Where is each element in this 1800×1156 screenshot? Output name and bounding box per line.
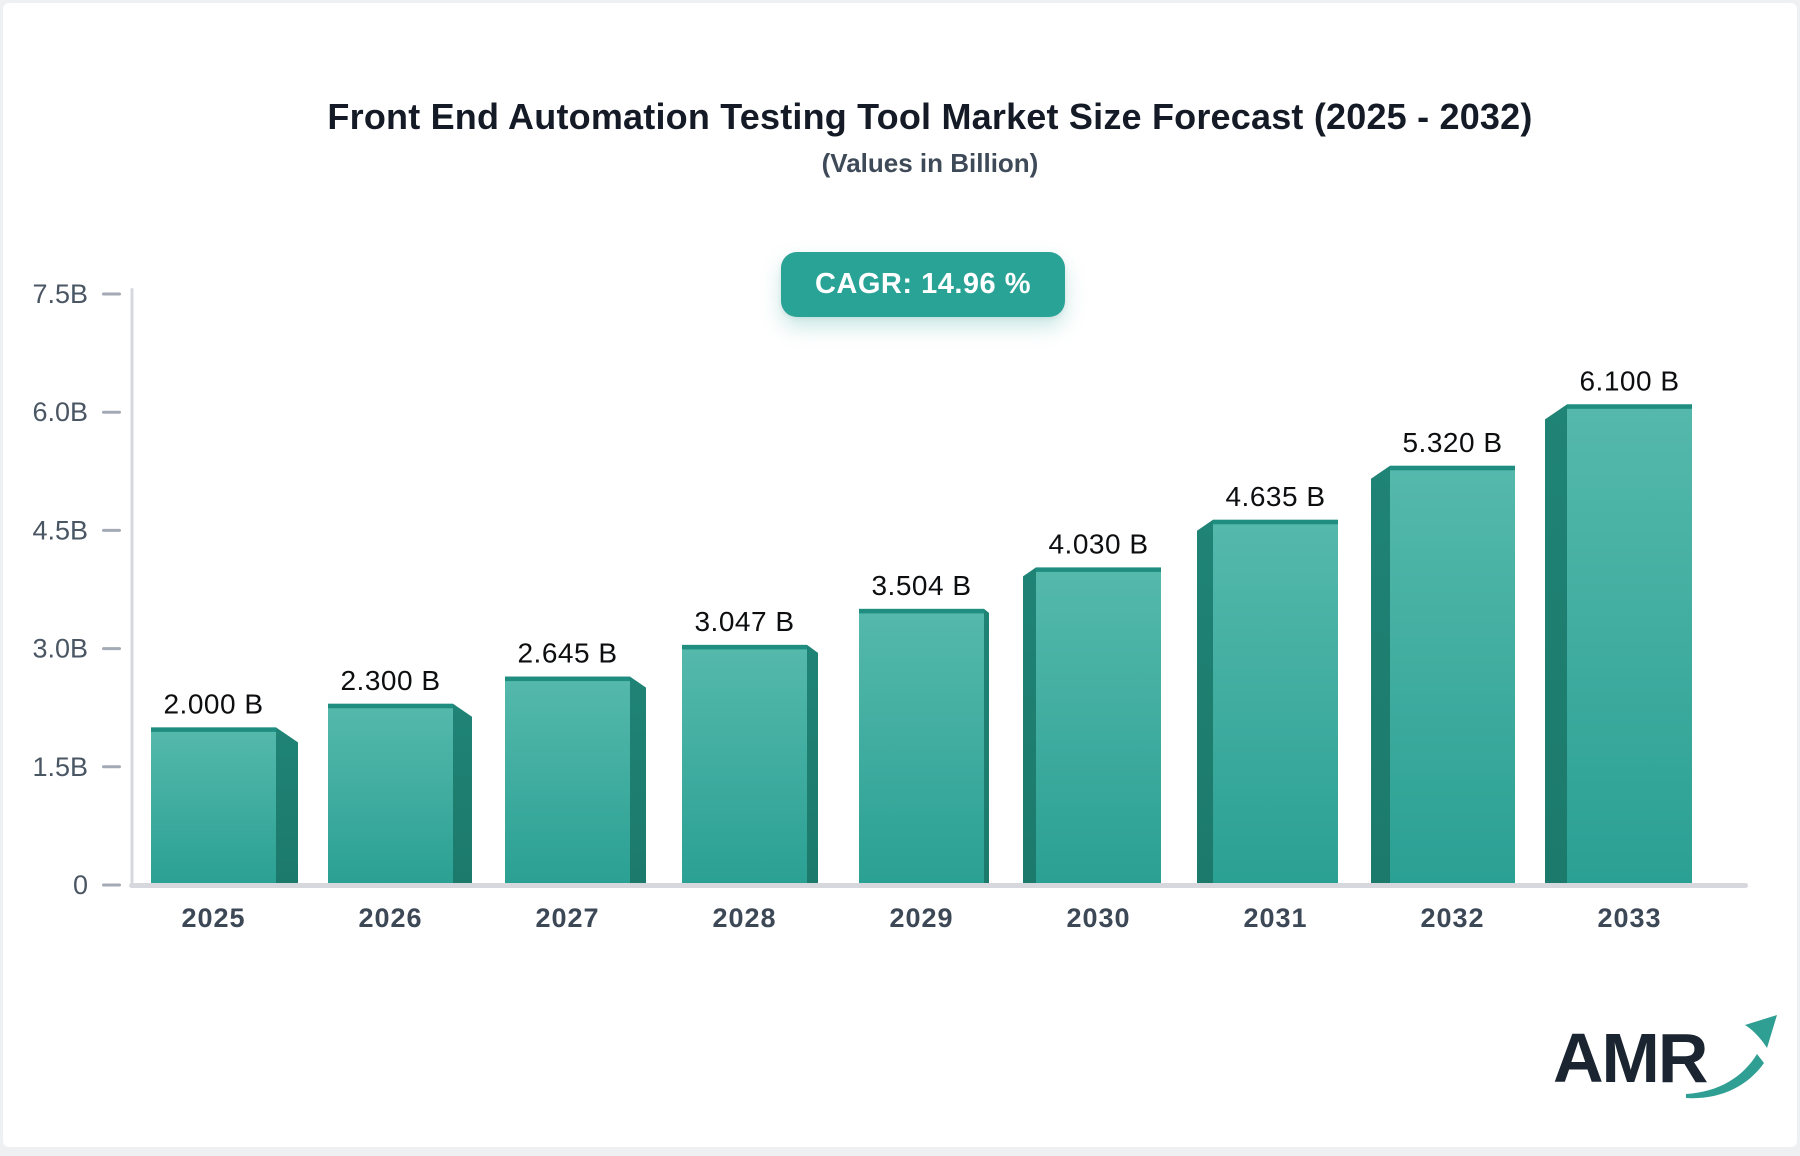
y-tick-label: 4.5B [32, 515, 88, 545]
y-tick-label: 1.5B [32, 752, 88, 782]
x-category-label-2028: 2028 [712, 903, 776, 933]
bar-2027 [505, 676, 630, 885]
x-category-label-2031: 2031 [1243, 903, 1307, 933]
bar-value-label-2028: 3.047 B [694, 606, 794, 637]
x-category-label-2032: 2032 [1420, 903, 1484, 933]
y-axis-line [130, 288, 134, 888]
amr-logo: AMR [1553, 1015, 1783, 1128]
y-tick-label: 0 [73, 870, 88, 900]
bar-side-2027 [630, 676, 646, 884]
x-axis-line [129, 883, 1748, 888]
bar-2028 [682, 644, 807, 885]
bar-2025 [151, 727, 276, 885]
bar-side-2031 [1197, 519, 1213, 884]
bar-2029 [859, 608, 984, 885]
x-category-label-2029: 2029 [889, 903, 953, 933]
bar-top-edge-2029 [859, 608, 984, 614]
bar-side-2028 [807, 644, 818, 884]
y-tick-dash [102, 883, 121, 887]
bar-value-label-2032: 5.320 B [1402, 427, 1502, 458]
x-category-label-2025: 2025 [181, 903, 245, 933]
amr-logo-text: AMR [1553, 1019, 1708, 1097]
bar-value-label-2033: 6.100 B [1579, 365, 1679, 396]
amr-logo-arrow-icon [1686, 1015, 1777, 1099]
page-title: Front End Automation Testing Tool Market… [327, 96, 1533, 137]
bar-value-label-2030: 4.030 B [1048, 528, 1148, 559]
bar-side-2030 [1023, 567, 1036, 884]
bar-side-2033 [1545, 404, 1567, 884]
y-tick-dash [102, 647, 121, 651]
bar-top-edge-2032 [1390, 465, 1515, 471]
bar-top-edge-2028 [682, 644, 807, 650]
bar-top-edge-2031 [1213, 519, 1338, 525]
bar-value-label-2026: 2.300 B [340, 665, 440, 696]
bar-top-edge-2025 [151, 727, 276, 732]
bar-side-2026 [453, 703, 472, 884]
bar-top-edge-2033 [1567, 404, 1692, 409]
bar-side-2025 [276, 727, 298, 884]
y-tick-dash [102, 528, 121, 532]
y-tick-label: 3.0B [32, 634, 88, 664]
y-tick-dash [102, 292, 121, 296]
y-tick-dash [102, 765, 121, 769]
cagr-badge: CAGR: 14.96 % [780, 252, 1066, 317]
x-category-label-2027: 2027 [535, 903, 599, 933]
chart-subtitle: (Values in Billion) [821, 148, 1039, 178]
bar-value-label-2027: 2.645 B [517, 638, 617, 669]
x-category-label-2033: 2033 [1597, 903, 1661, 933]
bar-side-2032 [1371, 465, 1390, 884]
bar-value-label-2029: 3.504 B [871, 570, 971, 601]
bar-2026 [328, 703, 453, 885]
bar-2030 [1036, 567, 1161, 885]
bar-value-label-2025: 2.000 B [163, 688, 263, 719]
bar-2033 [1567, 404, 1692, 885]
x-category-label-2030: 2030 [1066, 903, 1130, 933]
bar-top-edge-2030 [1036, 567, 1161, 572]
bar-side-2029 [984, 608, 989, 884]
x-category-label-2026: 2026 [358, 903, 422, 933]
bar-top-edge-2026 [328, 703, 453, 709]
bar-value-label-2031: 4.635 B [1225, 481, 1325, 512]
y-tick-label: 7.5B [32, 279, 88, 309]
y-tick-label: 6.0B [32, 397, 88, 427]
bar-2032 [1390, 465, 1515, 885]
bar-top-edge-2027 [505, 676, 630, 682]
bar-2031 [1213, 519, 1338, 885]
y-tick-dash [102, 410, 121, 414]
